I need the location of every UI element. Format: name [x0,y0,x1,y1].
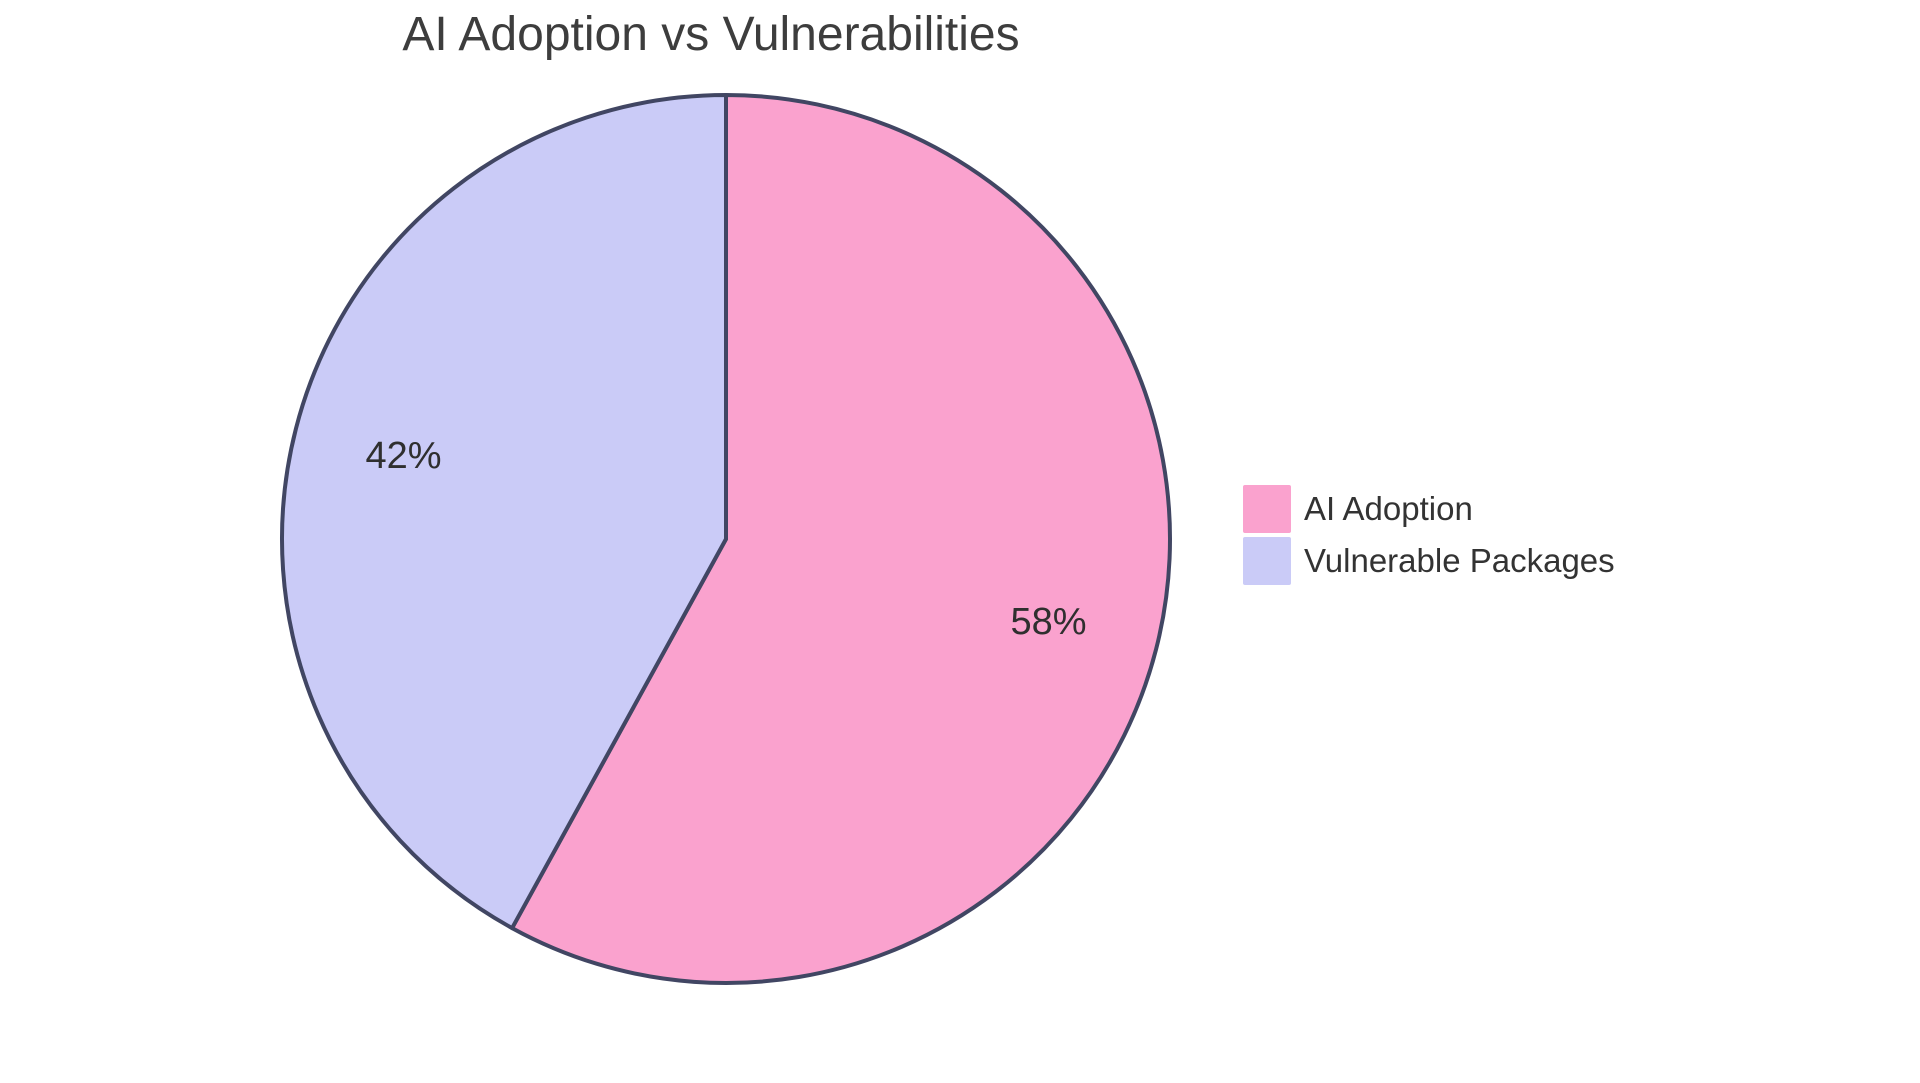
slice-percentage-label: 58% [1010,601,1086,643]
pie-slice-ai-adoption [510,93,1172,985]
legend-swatch [1243,537,1291,585]
chart-title: AI Adoption vs Vulnerabilities [402,8,1020,61]
slice-percentage-label: 42% [365,435,441,477]
legend-label: Vulnerable Packages [1304,542,1615,579]
pie-slice-vulnerable-packages [280,93,728,931]
legend-swatch [1243,485,1291,533]
legend-label: AI Adoption [1304,490,1473,527]
legend-item: Vulnerable Packages [1243,537,1615,585]
legend-item: AI Adoption [1243,485,1615,533]
legend: AI Adoption Vulnerable Packages [1243,485,1615,585]
